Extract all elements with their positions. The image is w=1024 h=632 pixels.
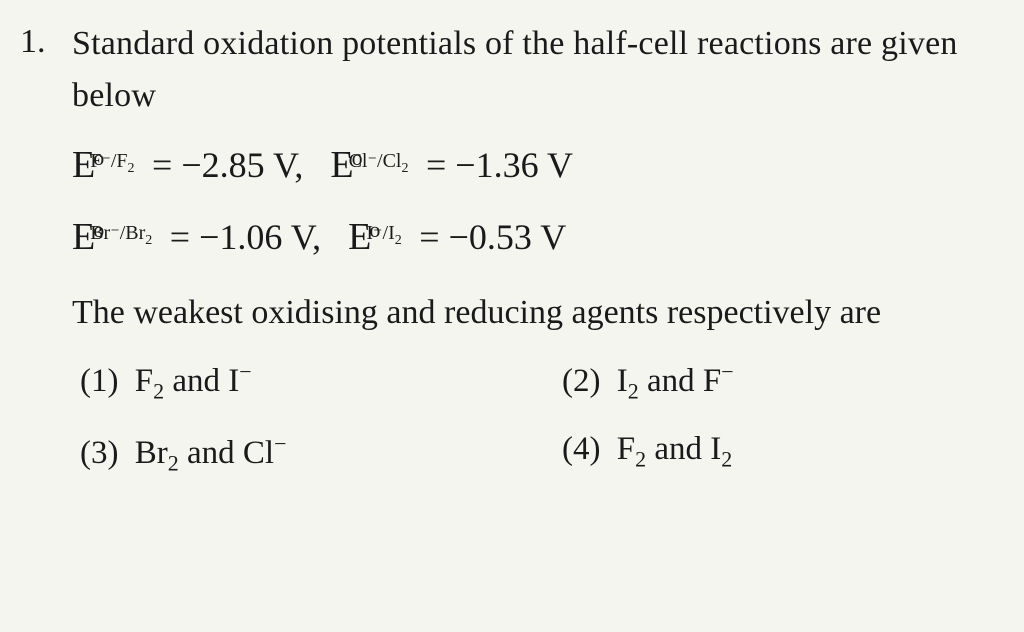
- question-number: 1.: [20, 18, 56, 476]
- term-br: EoBr⁻/Br2: [72, 215, 168, 261]
- term-cl: EoCl⁻/Cl2: [330, 143, 424, 189]
- term-f: EoF⁻/F2: [72, 143, 151, 189]
- option-text: F: [135, 363, 153, 399]
- value-cl: = −1.36 V: [426, 145, 573, 185]
- question-content: Standard oxidation potentials of the hal…: [72, 18, 984, 476]
- term-i: EoI⁻/I2: [348, 215, 418, 261]
- option-number: (1): [80, 363, 118, 399]
- option-text: I: [617, 363, 628, 399]
- equation-row-2: EoBr⁻/Br2 = −1.06 V, EoI⁻/I2 = −0.53 V: [72, 215, 984, 261]
- option-1: (1) F2 and I−: [80, 359, 502, 405]
- option-4: (4) F2 and I2: [562, 431, 984, 477]
- option-number: (2): [562, 363, 600, 399]
- option-text: F: [617, 431, 635, 467]
- option-text: Br: [135, 435, 168, 471]
- option-number: (4): [562, 431, 600, 467]
- question-ask: The weakest oxidising and reducing agent…: [72, 287, 984, 340]
- value-f: = −2.85 V,: [152, 145, 303, 185]
- equation-row-1: EoF⁻/F2 = −2.85 V, EoCl⁻/Cl2 = −1.36 V: [72, 143, 984, 189]
- value-br: = −1.06 V,: [170, 217, 321, 257]
- option-2: (2) I2 and F−: [562, 359, 984, 405]
- option-number: (3): [80, 435, 118, 471]
- option-3: (3) Br2 and Cl−: [80, 431, 502, 477]
- options-grid: (1) F2 and I− (2) I2 and F− (3) Br2 and …: [72, 359, 984, 476]
- question-stem: Standard oxidation potentials of the hal…: [72, 18, 984, 121]
- value-i: = −0.53 V: [419, 217, 566, 257]
- question: 1. Standard oxidation potentials of the …: [20, 18, 984, 476]
